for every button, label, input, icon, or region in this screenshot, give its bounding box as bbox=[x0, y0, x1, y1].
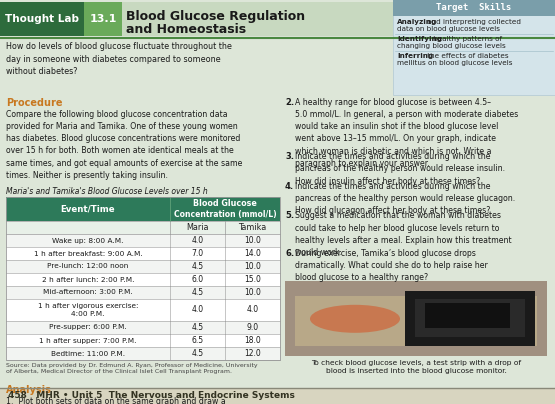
Bar bbox=[405, 291, 535, 346]
Text: changing blood glucose levels: changing blood glucose levels bbox=[397, 43, 506, 49]
Text: 10.0: 10.0 bbox=[244, 262, 261, 271]
Text: Compare the following blood glucose concentration data
provided for Maria and Ta: Compare the following blood glucose conc… bbox=[6, 110, 243, 180]
Text: 4.0: 4.0 bbox=[246, 305, 259, 314]
Bar bbox=[0, 2, 84, 36]
Text: data on blood glucose levels: data on blood glucose levels bbox=[397, 26, 500, 32]
Bar bbox=[295, 296, 537, 346]
Text: Tamika: Tamika bbox=[239, 223, 266, 232]
Bar bbox=[122, 2, 395, 36]
Text: 10.0: 10.0 bbox=[244, 236, 261, 245]
Text: 2.: 2. bbox=[285, 98, 294, 107]
Text: 18.0: 18.0 bbox=[244, 336, 261, 345]
Text: 4.0: 4.0 bbox=[191, 236, 204, 245]
FancyBboxPatch shape bbox=[395, 2, 550, 36]
Text: Bedtime: 11:00 P.M.: Bedtime: 11:00 P.M. bbox=[51, 351, 125, 356]
Text: 1 h after breakfast: 9:00 A.M.: 1 h after breakfast: 9:00 A.M. bbox=[34, 250, 143, 257]
Text: 6.5: 6.5 bbox=[191, 336, 204, 345]
Text: 4.5: 4.5 bbox=[191, 323, 204, 332]
Bar bbox=[6, 334, 280, 347]
Bar bbox=[6, 221, 280, 234]
Text: 6.0: 6.0 bbox=[191, 275, 204, 284]
Bar bbox=[393, 0, 555, 95]
Text: Target  Skills: Target Skills bbox=[436, 4, 512, 13]
Text: 7.0: 7.0 bbox=[191, 249, 204, 258]
Text: Wake up: 8:00 A.M.: Wake up: 8:00 A.M. bbox=[52, 238, 124, 244]
Bar bbox=[6, 321, 280, 334]
Text: Identifying: Identifying bbox=[397, 36, 442, 42]
Text: 13.1: 13.1 bbox=[89, 14, 117, 24]
Text: Procedure: Procedure bbox=[6, 98, 63, 108]
Text: the effects of diabetes: the effects of diabetes bbox=[425, 53, 508, 59]
Text: 10.0: 10.0 bbox=[244, 288, 261, 297]
Text: 2 h after lunch: 2:00 P.M.: 2 h after lunch: 2:00 P.M. bbox=[42, 276, 134, 282]
Text: Concentration (mmol/L): Concentration (mmol/L) bbox=[174, 210, 276, 219]
Text: 3.: 3. bbox=[285, 152, 294, 161]
Text: Mid-afternoon: 3:00 P.M.: Mid-afternoon: 3:00 P.M. bbox=[43, 290, 133, 295]
Bar bbox=[415, 299, 525, 337]
Text: 1.  Plot both sets of data on the same graph and draw a
     line of best fit fo: 1. Plot both sets of data on the same gr… bbox=[6, 397, 235, 404]
Text: 6.: 6. bbox=[285, 249, 294, 258]
Text: 14.0: 14.0 bbox=[244, 249, 261, 258]
Text: Blood Glucose Regulation: Blood Glucose Regulation bbox=[126, 10, 305, 23]
Text: and Homeostasis: and Homeostasis bbox=[126, 23, 246, 36]
Text: A healthy range for blood glucose is between 4.5–
5.0 mmol/L. In general, a pers: A healthy range for blood glucose is bet… bbox=[295, 98, 518, 168]
Bar bbox=[6, 286, 280, 299]
Bar bbox=[6, 260, 280, 273]
Text: 4.5: 4.5 bbox=[191, 262, 204, 271]
Text: 1 h after vigorous exercise:
4:00 P.M.: 1 h after vigorous exercise: 4:00 P.M. bbox=[38, 303, 138, 317]
Text: 15.0: 15.0 bbox=[244, 275, 261, 284]
Bar bbox=[6, 347, 280, 360]
Text: Event/Time: Event/Time bbox=[60, 204, 115, 213]
Text: During exercise, Tamika’s blood glucose drops
dramatically. What could she do to: During exercise, Tamika’s blood glucose … bbox=[295, 249, 488, 282]
Text: Thought Lab: Thought Lab bbox=[5, 14, 79, 24]
Text: Pre-lunch: 12:00 noon: Pre-lunch: 12:00 noon bbox=[47, 263, 129, 269]
Text: 458   MHR • Unit 5  The Nervous and Endocrine Systems: 458 MHR • Unit 5 The Nervous and Endocri… bbox=[8, 391, 295, 400]
Text: 5.: 5. bbox=[285, 211, 294, 221]
Text: Indicate the times and activities during which the
pancreas of the healthy perso: Indicate the times and activities during… bbox=[295, 182, 515, 215]
Text: 1 h after supper: 7:00 P.M.: 1 h after supper: 7:00 P.M. bbox=[39, 337, 137, 343]
Bar bbox=[6, 197, 280, 221]
Text: Maria's and Tamika's Blood Glucose Levels over 15 h: Maria's and Tamika's Blood Glucose Level… bbox=[6, 187, 208, 196]
Text: Analysis: Analysis bbox=[6, 385, 52, 395]
Bar bbox=[0, 388, 555, 404]
Text: Source: Data provided by Dr. Edmund A. Ryan, Professor of Medicine, University
o: Source: Data provided by Dr. Edmund A. R… bbox=[6, 363, 258, 374]
Bar bbox=[6, 234, 280, 247]
Text: Inferring: Inferring bbox=[397, 53, 433, 59]
Text: mellitus on blood glucose levels: mellitus on blood glucose levels bbox=[397, 60, 512, 66]
Text: Blood Glucose: Blood Glucose bbox=[193, 200, 257, 208]
Text: healthy patterns of: healthy patterns of bbox=[431, 36, 502, 42]
Text: and interpreting collected: and interpreting collected bbox=[425, 19, 521, 25]
Text: Maria: Maria bbox=[186, 223, 209, 232]
Bar bbox=[0, 0, 555, 38]
Bar bbox=[285, 281, 547, 356]
Text: How do levels of blood glucose fluctuate throughout the
day in someone with diab: How do levels of blood glucose fluctuate… bbox=[6, 42, 232, 76]
Text: 4.0: 4.0 bbox=[191, 305, 204, 314]
Text: 9.0: 9.0 bbox=[246, 323, 259, 332]
Bar bbox=[393, 0, 555, 16]
Text: Analyzing: Analyzing bbox=[397, 19, 437, 25]
Text: 4.5: 4.5 bbox=[191, 349, 204, 358]
Text: 4.5: 4.5 bbox=[191, 288, 204, 297]
Bar bbox=[6, 273, 280, 286]
Text: 12.0: 12.0 bbox=[244, 349, 261, 358]
Text: 4.: 4. bbox=[285, 182, 294, 191]
Bar bbox=[395, 2, 550, 36]
Text: Suggest a medication that the woman with diabetes
could take to help her blood g: Suggest a medication that the woman with… bbox=[295, 211, 512, 257]
Bar bbox=[6, 299, 280, 321]
Ellipse shape bbox=[310, 305, 400, 333]
Bar bbox=[84, 2, 122, 36]
Text: Pre-supper: 6:00 P.M.: Pre-supper: 6:00 P.M. bbox=[49, 324, 127, 330]
Bar bbox=[425, 303, 510, 328]
Bar bbox=[6, 247, 280, 260]
Bar bbox=[6, 197, 280, 360]
Text: To check blood glucose levels, a test strip with a drop of
blood is inserted int: To check blood glucose levels, a test st… bbox=[311, 360, 521, 374]
Text: Indicate the times and activities during which the
pancreas of the healthy perso: Indicate the times and activities during… bbox=[295, 152, 505, 185]
